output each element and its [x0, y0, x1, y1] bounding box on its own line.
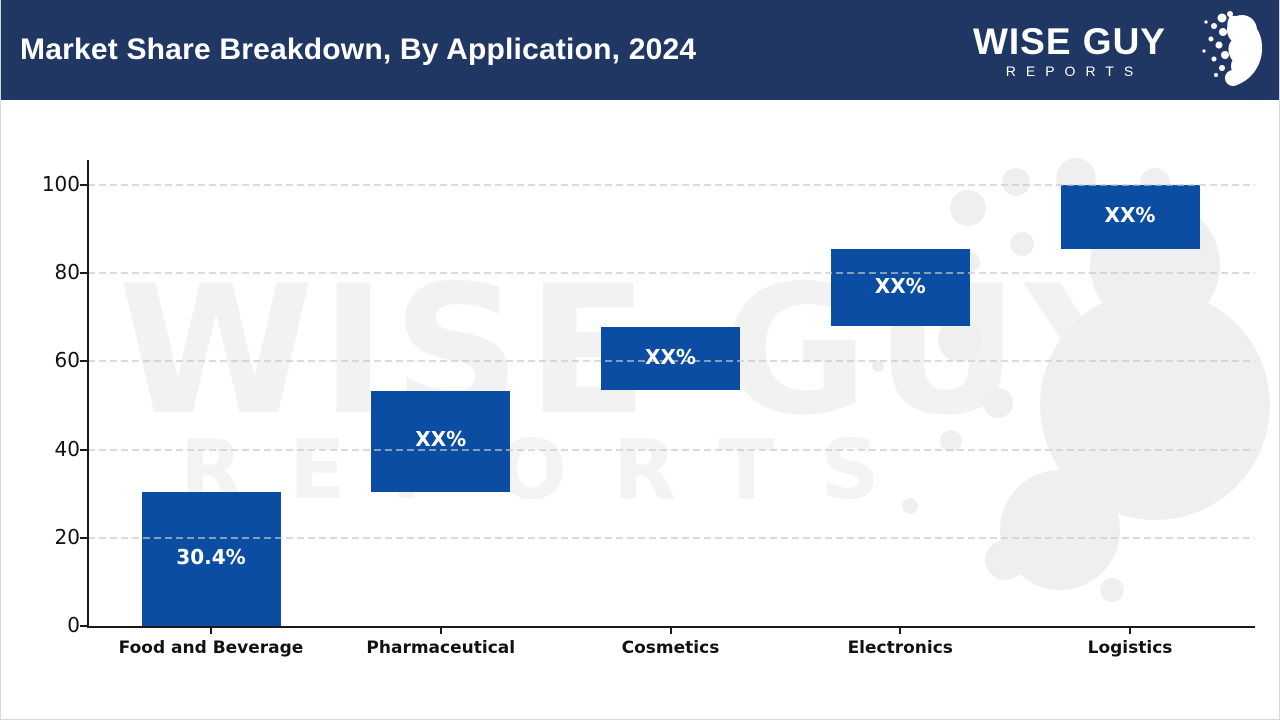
- bar-value-label: XX%: [645, 344, 696, 369]
- y-tick-label: 20: [54, 524, 80, 549]
- bar-value-label: 30.4%: [176, 544, 246, 569]
- watermark-dot: [950, 190, 986, 226]
- x-tick-mark: [210, 627, 212, 634]
- watermark-dot: [1002, 168, 1030, 196]
- watermark-dot: [902, 498, 918, 514]
- y-tick-mark: [80, 360, 88, 363]
- x-tick-mark: [669, 627, 672, 634]
- y-axis-line: [87, 160, 89, 628]
- x-tick-mark: [439, 627, 442, 634]
- y-tick-mark: [80, 536, 88, 539]
- bar-electronics: [830, 249, 970, 327]
- watermark-dot: [940, 430, 962, 452]
- y-tick-mark: [80, 448, 88, 451]
- brand-subname: REPORTS: [1005, 62, 1144, 79]
- y-tick-label: 80: [54, 260, 80, 285]
- x-category-label: Pharmaceutical: [366, 638, 516, 658]
- brand-logo: WISE GUY REPORTS: [973, 8, 1280, 92]
- brand-name: WISE GUY: [972, 20, 1166, 62]
- bar-cosmetics: [601, 327, 740, 391]
- bar-logistics: [1060, 185, 1200, 249]
- bar-value-label: XX%: [415, 427, 467, 452]
- y-tick-mark: [80, 184, 88, 186]
- brand-face-icon: [1202, 11, 1263, 87]
- watermark-dot: [1100, 578, 1124, 602]
- x-category-label: Food and Beverage: [118, 638, 304, 658]
- watermark-dot: [1010, 232, 1034, 256]
- gridline-y-20: [88, 536, 1255, 539]
- bar-value-label: XX%: [1104, 202, 1156, 227]
- gridline-y-80: [88, 272, 1255, 275]
- chart-title: Market Share Breakdown, By Application, …: [20, 33, 697, 66]
- gridline-y-40: [88, 448, 1255, 451]
- x-category-label: Electronics: [847, 638, 953, 658]
- y-tick-label: 0: [67, 613, 80, 637]
- x-tick-mark: [899, 627, 902, 634]
- bar-food-and-beverage: [141, 491, 281, 626]
- x-axis-line: [87, 626, 1255, 628]
- gridline-y-100: [88, 184, 1255, 186]
- y-tick-mark: [80, 625, 88, 627]
- watermark-dot: [872, 360, 884, 372]
- watermark-text-secondary: REPORTS: [180, 423, 926, 518]
- y-tick-mark: [80, 272, 88, 275]
- x-category-label: Logistics: [1087, 638, 1173, 658]
- gridline-y-60: [88, 360, 1255, 363]
- y-tick-label: 40: [54, 436, 80, 461]
- watermark-dot: [1042, 558, 1072, 588]
- watermark-dot: [983, 388, 1013, 418]
- bar-pharmaceutical: [371, 390, 511, 492]
- brand-logo-text: WISE GUY REPORTS: [973, 23, 1166, 78]
- header-bar: Market Share Breakdown, By Application, …: [0, 0, 1280, 100]
- y-tick-label: 60: [54, 348, 80, 373]
- bar-value-label: XX%: [874, 273, 926, 298]
- x-tick-mark: [1129, 627, 1131, 634]
- watermark-dot: [985, 540, 1025, 580]
- y-tick-label: 100: [41, 172, 80, 196]
- x-category-label: Cosmetics: [621, 638, 720, 658]
